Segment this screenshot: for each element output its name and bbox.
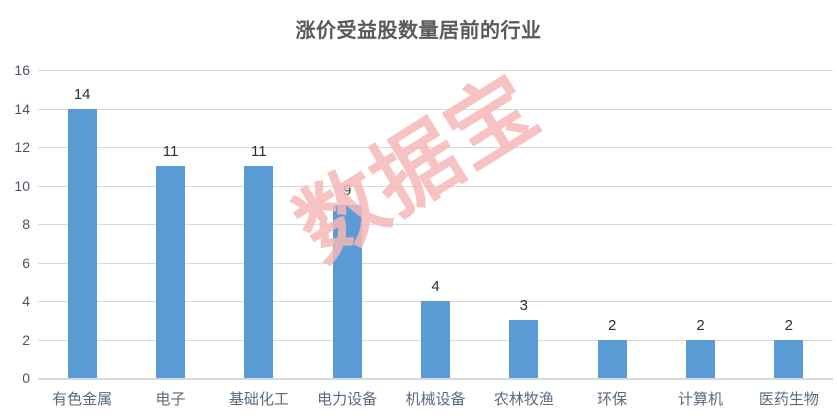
y-axis-tick-label: 4 (22, 293, 30, 309)
gridline (38, 185, 833, 187)
x-axis-tick-label: 基础化工 (228, 391, 289, 408)
bar-item[interactable]: 11 (244, 0, 274, 378)
x-axis-tick-label: 有色金属 (52, 391, 113, 408)
bar-value-label: 2 (607, 316, 617, 334)
gridline (38, 147, 833, 148)
gridline (38, 262, 833, 264)
x-axis-tick-label: 电力设备 (317, 391, 378, 408)
bar-item[interactable]: 2 (597, 0, 627, 378)
x-axis-tick-label: 农林牧渔 (493, 391, 554, 408)
bar-item[interactable]: 14 (67, 0, 97, 378)
x-axis-tick-label: 环保 (597, 391, 628, 408)
y-axis-tick-label: 16 (14, 62, 30, 78)
bar-item[interactable]: 9 (332, 0, 362, 378)
bar[interactable] (686, 339, 715, 378)
bar-item[interactable]: 2 (774, 0, 804, 378)
gridline (38, 70, 833, 71)
y-axis-tick-label: 14 (14, 100, 30, 117)
bar-value-label: 3 (519, 297, 528, 315)
bar-item[interactable]: 3 (509, 0, 539, 378)
y-axis-tick-label: 2 (22, 331, 30, 348)
bar-item[interactable]: 4 (421, 0, 450, 378)
y-axis-tick-label: 10 (14, 177, 30, 194)
y-axis-tick-label: 8 (22, 216, 30, 232)
bar-value-label: 2 (784, 316, 793, 334)
y-axis-tick-label: 0 (22, 370, 30, 386)
gridline (38, 224, 833, 225)
x-axis-tick-label: 电子 (155, 391, 186, 408)
bar[interactable] (774, 339, 804, 378)
bar-series: 14 11 11 9 4 3 2 2 2 (67, 0, 804, 378)
bar[interactable] (244, 166, 274, 378)
bar[interactable] (67, 108, 97, 378)
gridline (38, 108, 833, 110)
bar-value-label: 11 (162, 143, 179, 161)
bar-value-label: 11 (251, 143, 267, 161)
bar[interactable] (156, 166, 185, 378)
y-axis-tick-label: 12 (14, 139, 30, 155)
bar-value-label: 2 (696, 316, 705, 334)
x-axis-tick-label: 计算机 (677, 391, 724, 408)
x-axis-baseline (38, 378, 833, 380)
bar-item[interactable]: 2 (686, 0, 715, 378)
x-axis-tick-label: 医药生物 (758, 391, 819, 408)
chart-title: 涨价受益股数量居前的行业 (295, 20, 542, 42)
bar[interactable] (421, 301, 450, 378)
bar[interactable] (597, 339, 627, 378)
bar-value-label: 4 (431, 278, 440, 295)
x-axis-tick-label: 机械设备 (405, 391, 466, 408)
bar[interactable] (332, 204, 362, 378)
bar-value-label: 14 (73, 85, 91, 103)
bar-item[interactable]: 11 (156, 0, 185, 378)
y-axis-tick-label: 6 (22, 254, 30, 271)
bar-value-label: 9 (342, 181, 352, 199)
bar[interactable] (509, 320, 539, 378)
